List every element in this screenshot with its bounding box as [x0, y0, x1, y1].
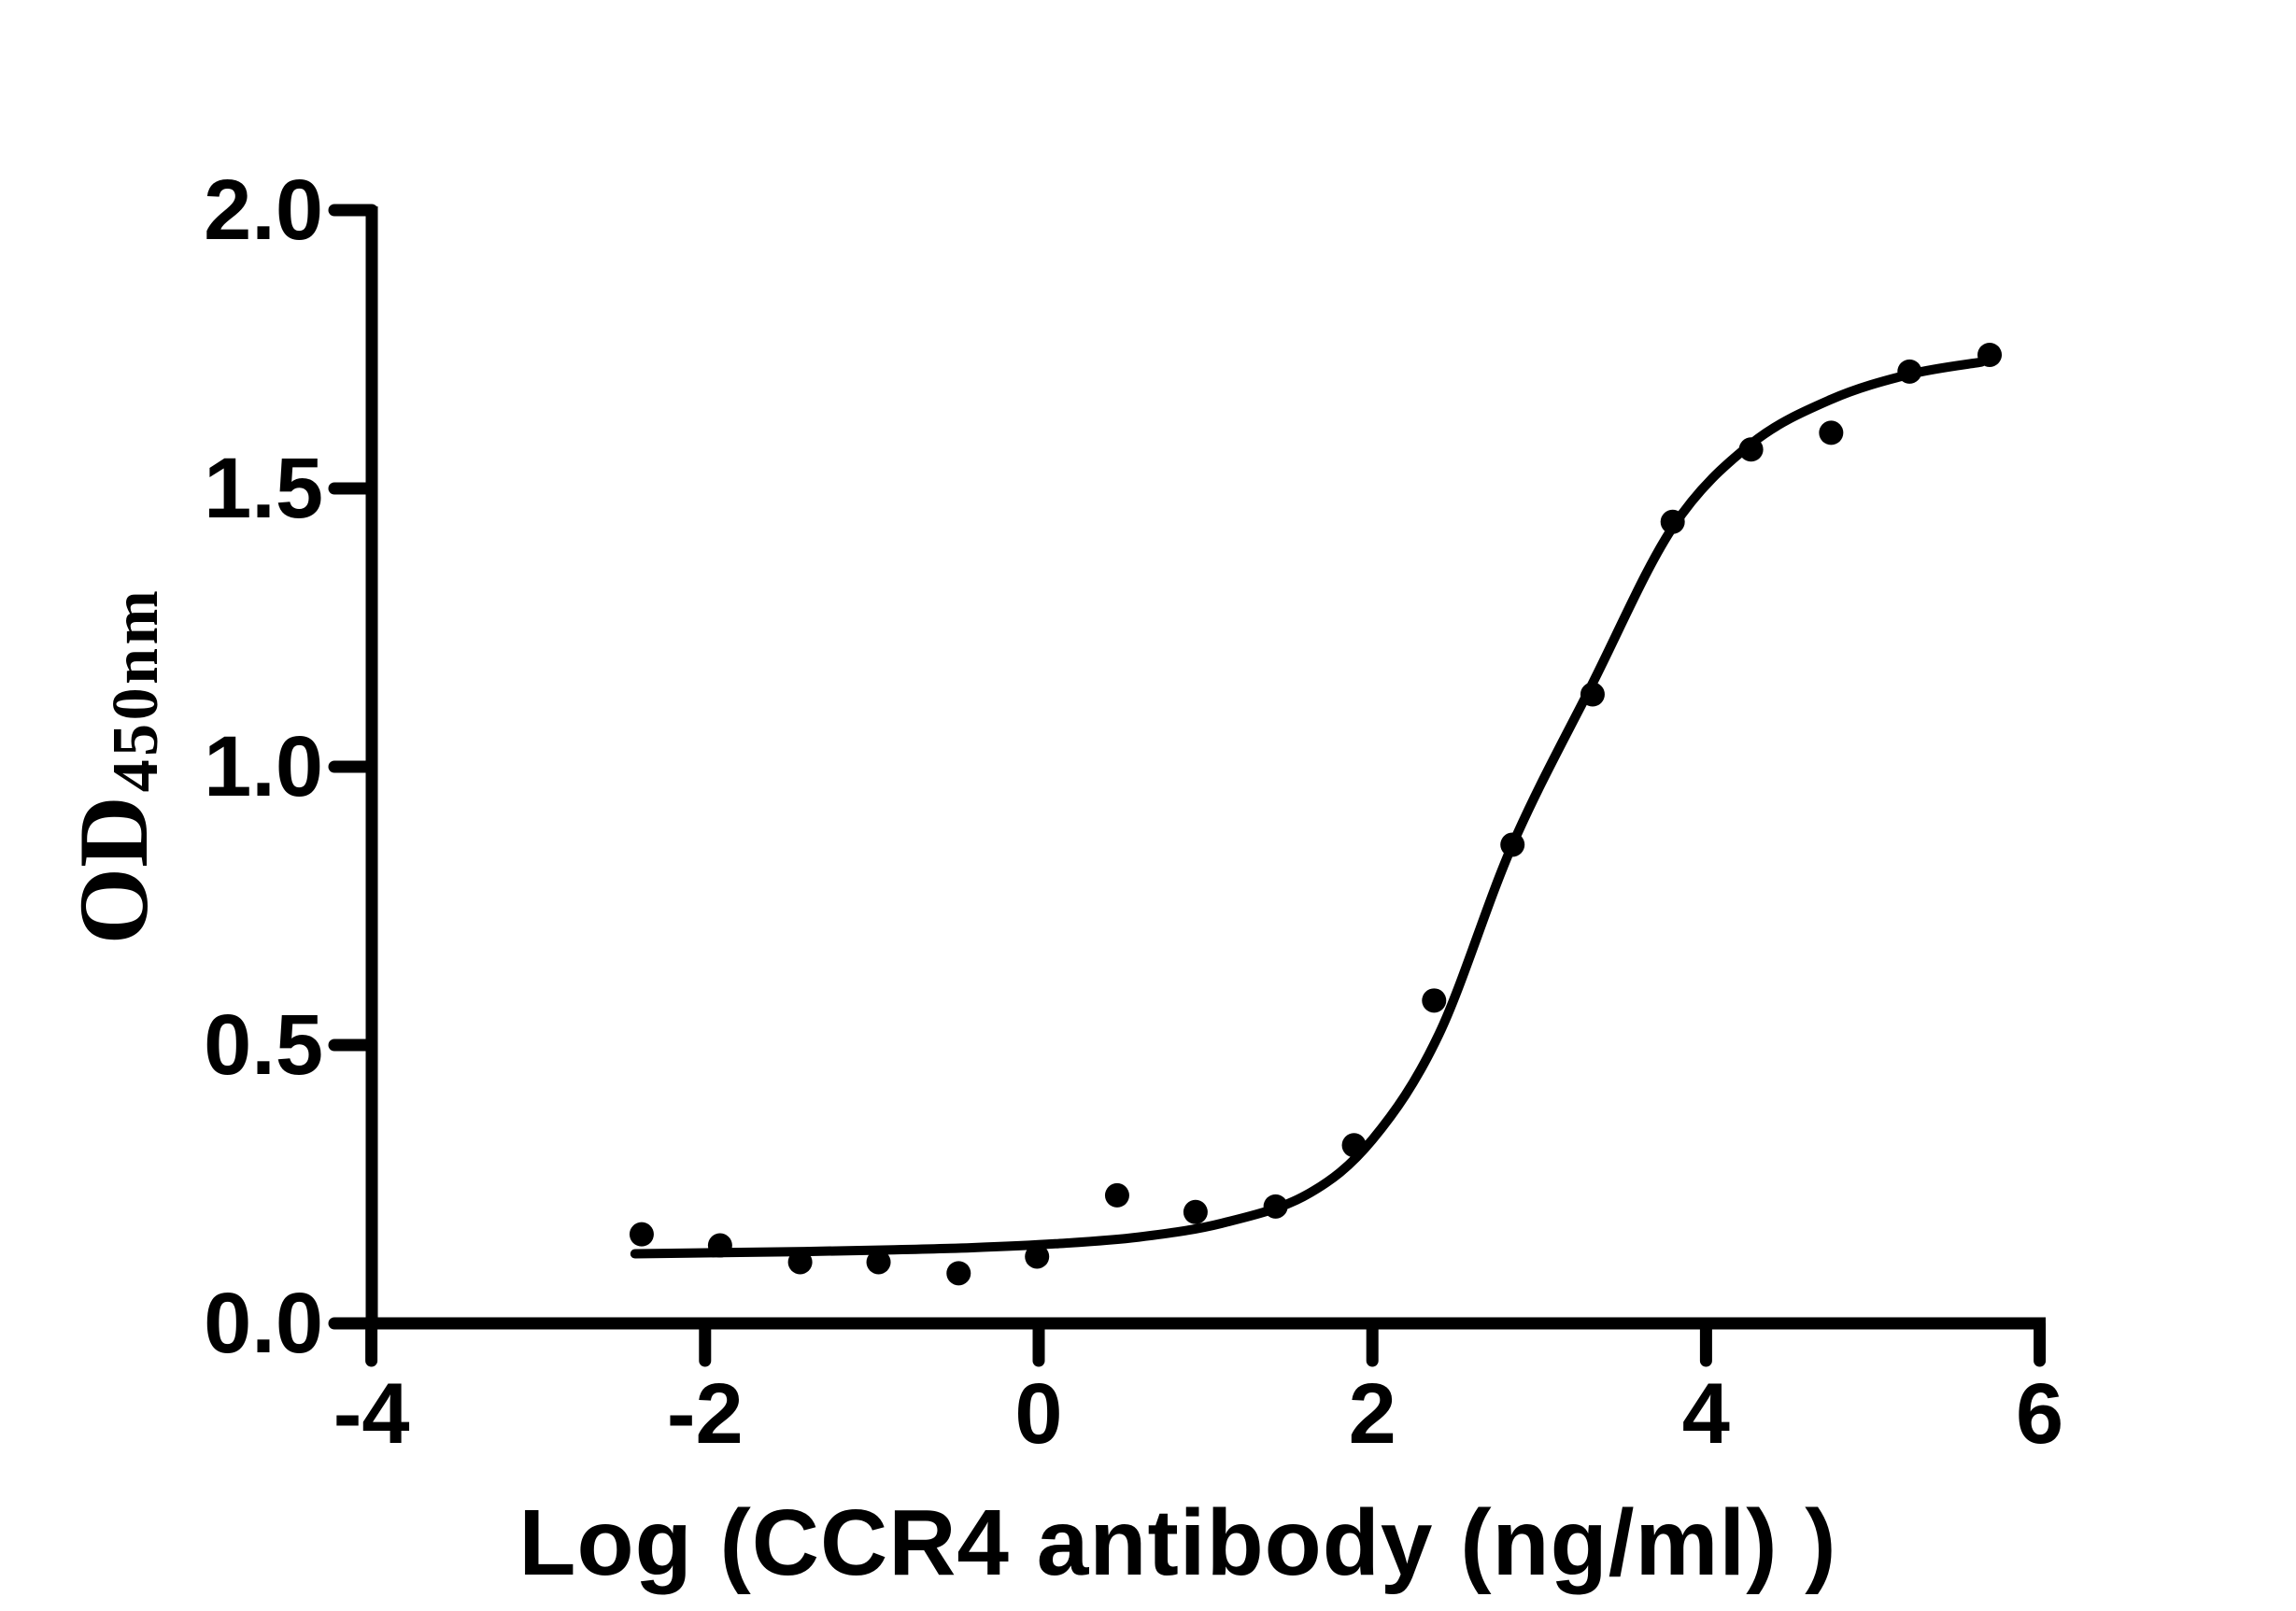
data-point [1263, 1194, 1288, 1219]
data-point [629, 1222, 654, 1247]
data-point [946, 1261, 971, 1286]
data-point [787, 1250, 813, 1275]
data-point [1580, 682, 1605, 707]
data-point [1341, 1133, 1367, 1158]
x-tick-label: 4 [1681, 1366, 1730, 1462]
data-point [1500, 832, 1525, 857]
data-point [1660, 509, 1685, 534]
data-point [1897, 359, 1922, 384]
y-axis-title-subscript: 450nm [100, 586, 173, 793]
y-tick-label: 0.5 [204, 997, 323, 1093]
y-tick-label: 0.0 [204, 1276, 323, 1371]
y-axis-title-main: OD [59, 796, 168, 945]
x-tick-label: -2 [666, 1366, 744, 1462]
fit-curve [630, 357, 1987, 1259]
x-tick-label: 6 [2016, 1366, 2064, 1462]
x-tick-label: 0 [1014, 1366, 1063, 1462]
y-tick-label: 1.5 [204, 441, 323, 536]
data-point [1183, 1199, 1208, 1224]
data-point [707, 1233, 732, 1258]
data-point [1104, 1182, 1129, 1208]
data-point [1422, 988, 1447, 1013]
y-tick-label: 1.0 [204, 719, 323, 814]
x-tick-label: 2 [1348, 1366, 1396, 1462]
x-axis-title: Log (CCR4 antibody (ng/ml) ) [518, 1491, 1837, 1595]
y-axis-title: OD450nm [57, 586, 173, 945]
data-point [1977, 342, 2003, 367]
data-point [866, 1250, 891, 1275]
data-point [1738, 437, 1764, 462]
data-point [1025, 1244, 1050, 1269]
data-point [1819, 420, 1844, 445]
x-tick-label: -4 [333, 1366, 410, 1462]
y-tick-label: 2.0 [204, 163, 323, 258]
